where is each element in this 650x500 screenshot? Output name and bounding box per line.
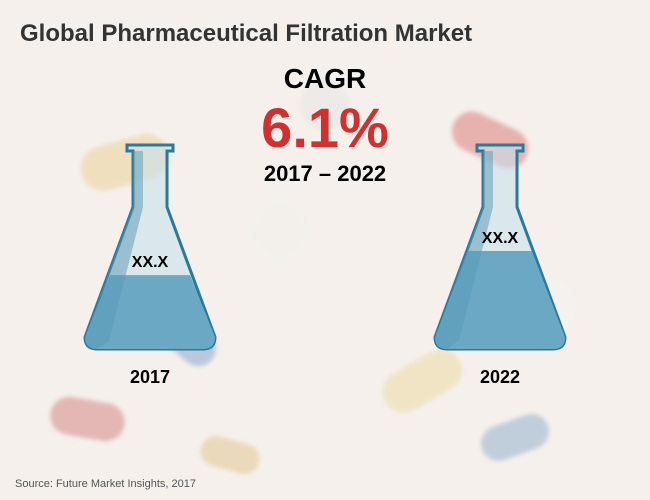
flask-left-icon: XX.X xyxy=(70,127,230,357)
source-text: Source: Future Market Insights, 2017 xyxy=(15,478,196,490)
flask-right-year: 2022 xyxy=(480,367,520,388)
svg-text:XX.X: XX.X xyxy=(482,230,519,247)
page-title: Global Pharmaceutical Filtration Market xyxy=(20,20,630,48)
flask-left-group: XX.X 2017 xyxy=(70,127,230,388)
svg-text:XX.X: XX.X xyxy=(132,254,169,271)
content-area: Global Pharmaceutical Filtration Market … xyxy=(0,0,650,500)
flask-right-group: XX.X 2022 xyxy=(420,127,580,388)
cagr-label: CAGR xyxy=(20,63,630,95)
flask-left-year: 2017 xyxy=(130,367,170,388)
flask-right-icon: XX.X xyxy=(420,127,580,357)
